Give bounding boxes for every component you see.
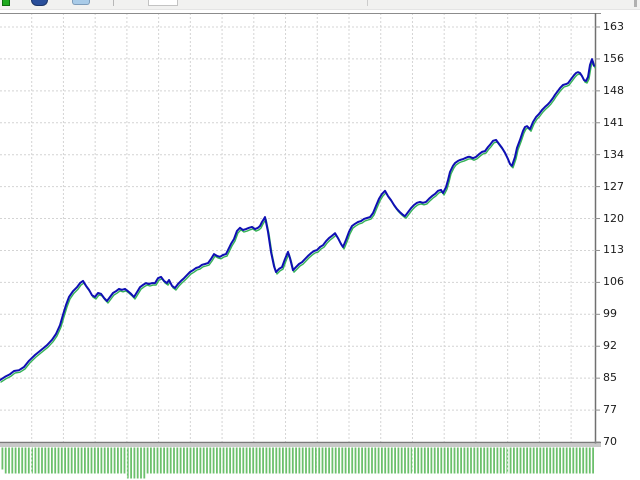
grid xyxy=(0,13,595,442)
y-axis-label: 148 xyxy=(603,83,624,97)
y-axis-label: 77 xyxy=(603,403,617,417)
y-axis-label: 134 xyxy=(603,147,624,161)
y-axis-label: 99 xyxy=(603,307,617,321)
y-axis-label: 70 xyxy=(603,435,617,448)
toolbar-input[interactable] xyxy=(148,0,178,6)
green-indicator-icon[interactable] xyxy=(2,0,10,6)
toolbar xyxy=(0,0,640,10)
blue-round-icon[interactable] xyxy=(31,0,48,6)
lots-bars xyxy=(1,447,594,480)
y-axis-label: 106 xyxy=(603,275,624,289)
y-axis-ticks xyxy=(595,26,600,443)
plot-frame xyxy=(0,13,601,447)
y-axis-label: 85 xyxy=(603,371,617,385)
balance-line xyxy=(0,58,595,381)
light-blue-window-icon[interactable] xyxy=(72,0,90,5)
scrollbar-fragment xyxy=(634,0,637,7)
y-axis-label: 113 xyxy=(603,243,624,257)
y-axis-label: 92 xyxy=(603,339,617,353)
y-axis-label: 141 xyxy=(603,115,624,129)
y-axis-label: 120 xyxy=(603,211,624,225)
equity-line xyxy=(0,60,596,383)
series-lines xyxy=(0,58,596,383)
y-axis-label: 127 xyxy=(603,179,624,193)
y-axis-label: 156 xyxy=(603,51,624,65)
toolbar-separator-2 xyxy=(367,0,368,6)
toolbar-separator xyxy=(113,0,114,6)
y-axis-label: 163 xyxy=(603,20,624,33)
